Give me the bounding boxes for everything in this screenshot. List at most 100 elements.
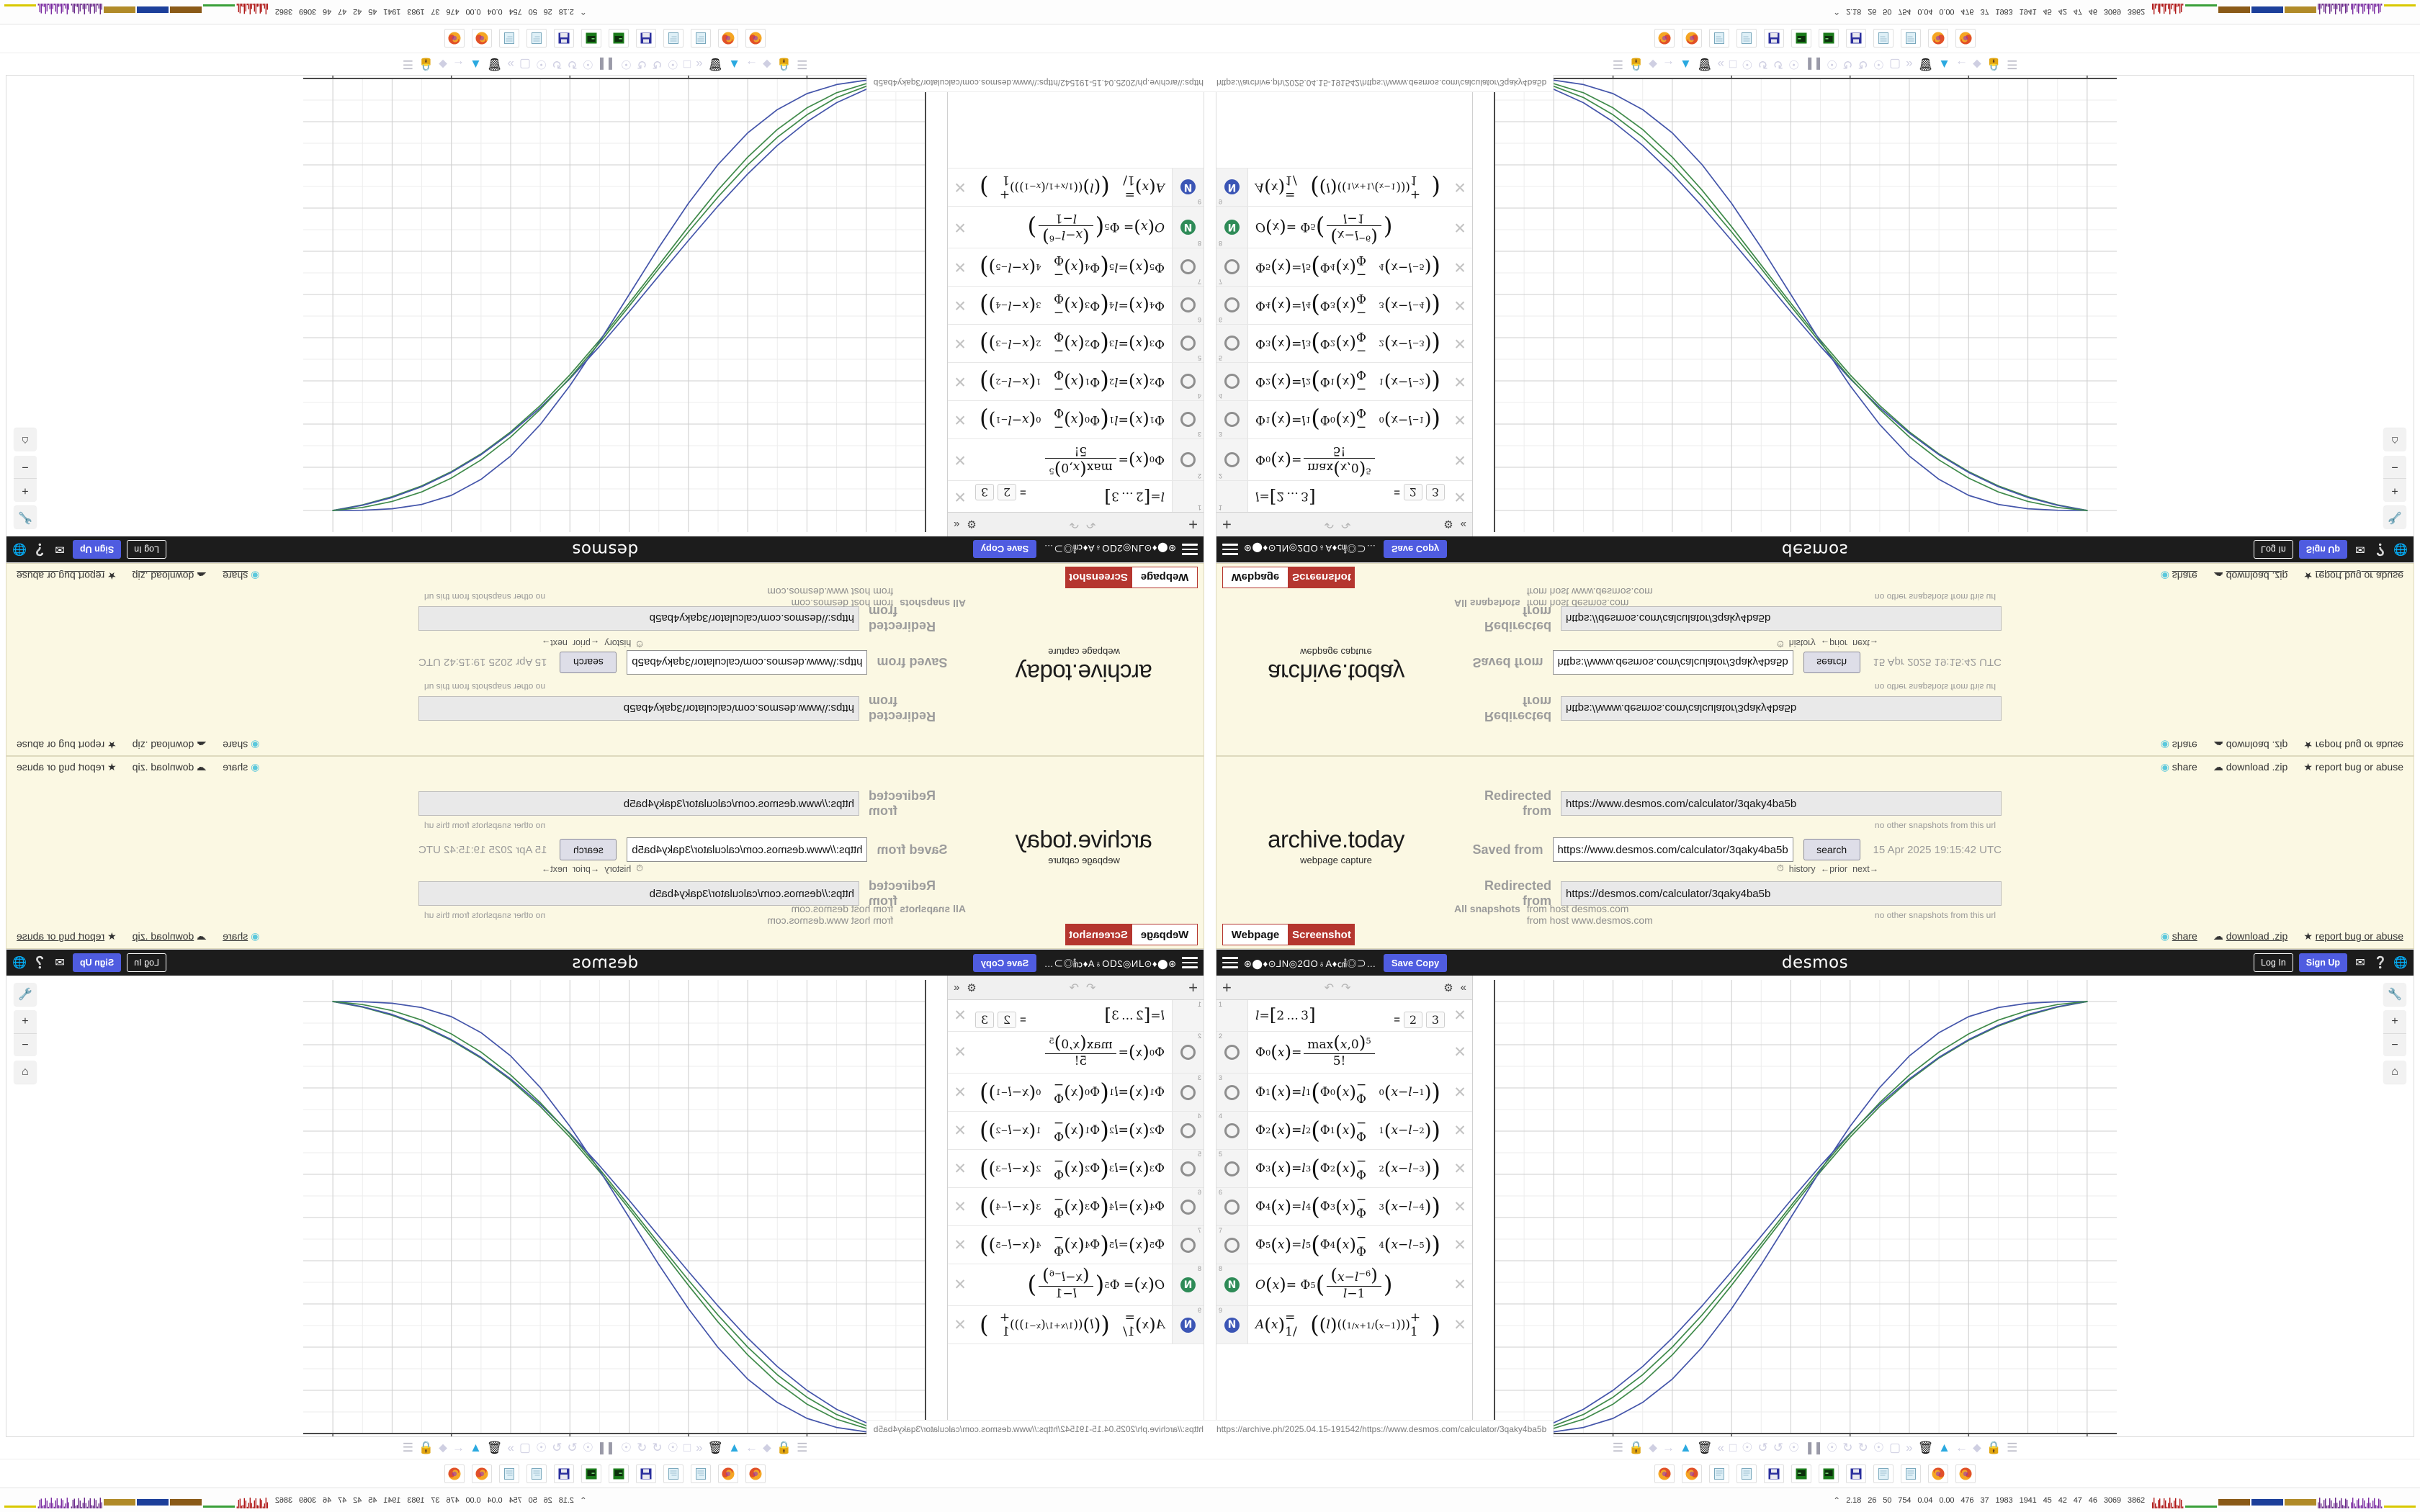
expression-gutter[interactable]: 5: [1216, 324, 1248, 362]
expression-math[interactable]: Φ 5(x) = l 5(Φ 4(x) − Φ 4(x − l −5)): [980, 252, 1165, 282]
collapse-panel-icon[interactable]: «: [1460, 518, 1466, 531]
hamburger-menu-icon[interactable]: [1182, 957, 1198, 968]
expression-math[interactable]: Φ 0(x) = max(x,0)5 5!: [1248, 439, 1448, 480]
report-bug-link[interactable]: ★ report bug or abuse: [2303, 761, 2403, 773]
taskbar-item-floppy[interactable]: [1764, 29, 1784, 48]
shield-icon-2[interactable]: ⬥: [1972, 58, 1981, 71]
arrow-left-icon[interactable]: ←: [452, 58, 465, 71]
graph-title[interactable]: ⊛⬤♦⊙⅃N◎2ᗡO♁A♦㎠◎⊃…: [1244, 543, 1376, 554]
expression-gutter[interactable]: 5: [1172, 1150, 1204, 1188]
archive-logo[interactable]: archive.today webpage capture: [1228, 827, 1444, 865]
plot-toggle-blue[interactable]: [1224, 1317, 1240, 1333]
folder-icon[interactable]: ▢: [1889, 58, 1901, 71]
expression-math[interactable]: Φ 2(x) = l 2(Φ 1(x) − Φ 1(x − l −2)): [1255, 366, 1440, 396]
expression-math[interactable]: Φ 5(x) = l 5(Φ 4(x) − Φ 4(x − l −5)): [980, 1230, 1165, 1260]
expression-row[interactable]: 3 Φ 1(x) = l 1(Φ 0(x) − Φ 0(x − l −1)) ✕: [948, 1074, 1204, 1112]
wrench-icon[interactable]: 🔧: [14, 506, 37, 529]
plot-toggle-circle[interactable]: [1180, 451, 1196, 467]
expression-gutter[interactable]: 1: [1172, 1000, 1204, 1031]
plot-toggle-blue[interactable]: [1224, 179, 1240, 195]
expression-gutter[interactable]: 6: [1216, 1188, 1248, 1226]
taskbar-item-floppy[interactable]: [1764, 1464, 1784, 1483]
loop-icon-3[interactable]: ↻: [567, 58, 578, 71]
globe-icon[interactable]: ☉: [1742, 1441, 1753, 1454]
settings-sliders-icon[interactable]: ☰: [1612, 58, 1623, 71]
delete-expression-icon[interactable]: ✕: [954, 1277, 967, 1294]
download-zip-link-bottom[interactable]: ☁ download .zip: [132, 930, 207, 942]
arrow-left-icon[interactable]: ←: [1955, 1441, 1968, 1454]
loop-icon-4[interactable]: ↻: [552, 58, 563, 71]
taskbar-item-notepad[interactable]: [1873, 29, 1894, 48]
delete-expression-icon[interactable]: ✕: [1453, 218, 1466, 235]
trash-icon-2[interactable]: 🗑: [1917, 58, 1934, 71]
language-globe-icon[interactable]: 🌐: [12, 957, 27, 969]
redo-icon[interactable]: ↷: [1341, 518, 1351, 531]
expression-gutter[interactable]: 2: [1172, 438, 1204, 480]
delete-expression-icon[interactable]: ✕: [1453, 1277, 1466, 1294]
save-copy-button[interactable]: Save Copy: [1383, 540, 1448, 559]
settings-sliders-icon-2[interactable]: ☰: [402, 1441, 413, 1454]
expression-math[interactable]: Φ 0(x) = max(x,0)5 5!: [972, 1032, 1172, 1073]
report-bug-link-bottom[interactable]: ★ report bug or abuse: [17, 930, 117, 942]
report-bug-link[interactable]: ★ report bug or abuse: [17, 761, 117, 773]
lock-icon[interactable]: 🔒: [1628, 1441, 1644, 1454]
expression-math[interactable]: Φ 3(x) = l 3(Φ 2(x) − Φ 2(x − l −3)): [980, 328, 1165, 358]
expression-row[interactable]: 2 Φ 0(x) = max(x,0)5 5! ✕: [1216, 1032, 1472, 1074]
plot-toggle-circle[interactable]: [1180, 259, 1196, 275]
lock-icon[interactable]: 🔒: [1628, 58, 1644, 71]
taskbar-item-notepad[interactable]: [1709, 29, 1729, 48]
expression-gutter[interactable]: 9: [1172, 168, 1204, 206]
archive-logo[interactable]: archive.today webpage capture: [976, 826, 1192, 865]
archive-search-button[interactable]: search: [560, 839, 617, 860]
home-button[interactable]: ⌂: [2383, 1061, 2406, 1084]
globe-icon-3[interactable]: ☉: [582, 58, 593, 71]
globe-icon-4[interactable]: ☉: [1873, 58, 1885, 71]
saved-from-input[interactable]: https://www.desmos.com/calculator/3qaky4…: [627, 837, 868, 862]
save-copy-button[interactable]: Save Copy: [972, 953, 1037, 972]
delete-expression-icon[interactable]: ✕: [1453, 451, 1466, 468]
report-bug-link[interactable]: ★ report bug or abuse: [2303, 739, 2403, 751]
expression-math[interactable]: Φ 1(x) = l 1(Φ 0(x) − Φ 0(x − l −1)): [980, 405, 1165, 434]
expression-gutter[interactable]: 8: [1172, 1264, 1204, 1306]
log-in-button[interactable]: Log In: [127, 953, 166, 972]
taskbar-item-terminal[interactable]: [1819, 1464, 1839, 1483]
globe-icon-4[interactable]: ☉: [535, 58, 547, 71]
expression-row[interactable]: 5 Φ 3(x) = l 3(Φ 2(x) − Φ 2(x − l −3)) ✕: [948, 323, 1204, 362]
expression-row[interactable]: 7 Φ 5(x) = l 5(Φ 4(x) − Φ 4(x − l −5)) ✕: [1216, 1226, 1472, 1265]
expression-math[interactable]: Φ 1(x) = l 1(Φ 0(x) − Φ 0(x − l −1)): [1255, 405, 1440, 434]
window-icon[interactable]: □: [1729, 58, 1737, 71]
expression-row[interactable]: 2 Φ 0(x) = max(x,0)5 5! ✕: [948, 438, 1204, 480]
expression-math[interactable]: Φ 4(x) = l 4(Φ 3(x) − Φ 3(x − l −4)): [980, 290, 1165, 320]
chevron-double-left-icon[interactable]: «: [696, 58, 703, 71]
plot-toggle-circle[interactable]: [1224, 1161, 1240, 1176]
shield-icon-2[interactable]: ⬥: [439, 1441, 448, 1454]
zoom-out-button[interactable]: −: [2383, 456, 2406, 479]
taskbar-item-notepad[interactable]: [526, 29, 547, 48]
taskbar-item-firefox[interactable]: [745, 1464, 766, 1483]
person-icon[interactable]: ▲: [728, 1441, 740, 1454]
expression-math[interactable]: A(x) = 1/((l) ((1/x+1/(x−1))) + 1): [1255, 1310, 1440, 1340]
archive-search-button[interactable]: search: [560, 652, 617, 673]
expression-gutter[interactable]: 7: [1216, 1226, 1248, 1264]
taskbar-item-floppy[interactable]: [636, 29, 656, 48]
next-link[interactable]: next→: [541, 638, 568, 649]
log-in-button[interactable]: Log In: [2254, 953, 2293, 972]
taskbar-item-notepad[interactable]: [1736, 1464, 1757, 1483]
plot-toggle-circle[interactable]: [1180, 412, 1196, 428]
tab-webpage[interactable]: Webpage: [1222, 567, 1289, 588]
expression-gutter[interactable]: 5: [1172, 324, 1204, 362]
taskbar-item-floppy[interactable]: [1846, 29, 1866, 48]
loop-icon-4[interactable]: ↻: [1857, 58, 1868, 71]
sign-up-button[interactable]: Sign Up: [73, 953, 122, 972]
delete-expression-icon[interactable]: ✕: [1453, 373, 1466, 390]
prior-link[interactable]: ←prior: [572, 638, 600, 649]
arrow-right-icon[interactable]: →: [745, 58, 758, 71]
expression-row[interactable]: 9 A(x) = 1/((l)((1/x+1/(x−1))) + 1) ✕: [948, 1306, 1204, 1345]
delete-expression-icon[interactable]: ✕: [954, 1160, 967, 1177]
taskbar-item-terminal[interactable]: [1791, 29, 1811, 48]
loop-icon-2[interactable]: ↺: [1773, 58, 1783, 71]
expression-row[interactable]: 8 O(x) = Φ5((x−l−6)l−1) ✕: [948, 1264, 1204, 1307]
settings-sliders-icon-2[interactable]: ☰: [2007, 58, 2018, 71]
share-icon[interactable]: ✉: [2355, 543, 2365, 555]
